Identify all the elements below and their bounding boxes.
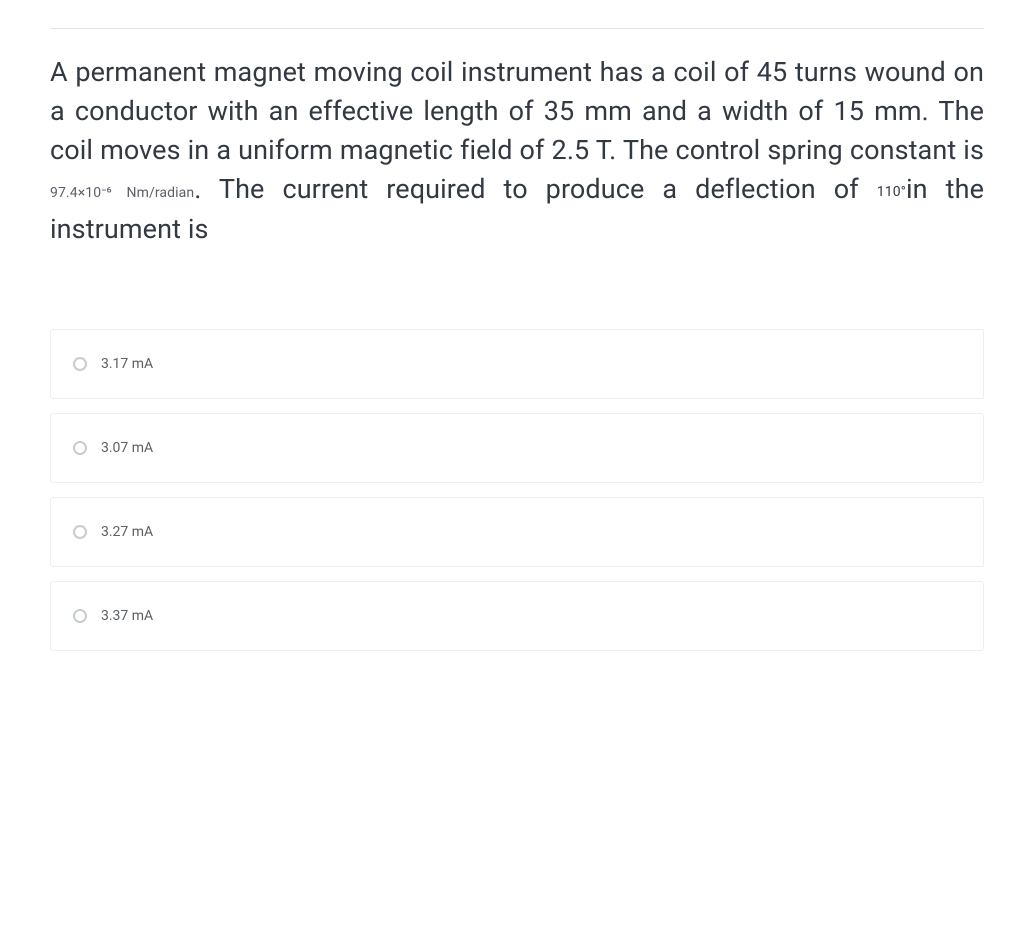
option-label: 3.07 mA [101, 440, 153, 456]
option-label: 3.27 mA [101, 524, 153, 540]
option-1[interactable]: 3.07 mA [50, 413, 984, 483]
spring-constant-value: 97.4×10⁻⁶ Nm/radian [50, 185, 194, 201]
radio-icon [73, 441, 87, 455]
quiz-container: A permanent magnet moving coil instrumen… [0, 0, 1024, 651]
options-list: 3.17 mA 3.07 mA 3.27 mA 3.37 mA [50, 329, 984, 651]
radio-icon [73, 357, 87, 371]
question-part1: A permanent magnet moving coil instrumen… [50, 56, 984, 166]
option-label: 3.17 mA [101, 356, 153, 372]
radio-icon [73, 609, 87, 623]
top-divider [50, 28, 984, 29]
radio-icon [73, 525, 87, 539]
option-0[interactable]: 3.17 mA [50, 329, 984, 399]
question-text: A permanent magnet moving coil instrumen… [50, 53, 984, 249]
deflection-value: 110° [877, 184, 906, 200]
option-label: 3.37 mA [101, 608, 153, 624]
option-2[interactable]: 3.27 mA [50, 497, 984, 567]
question-part2: . The current required to produce a defl… [194, 173, 877, 205]
option-3[interactable]: 3.37 mA [50, 581, 984, 651]
